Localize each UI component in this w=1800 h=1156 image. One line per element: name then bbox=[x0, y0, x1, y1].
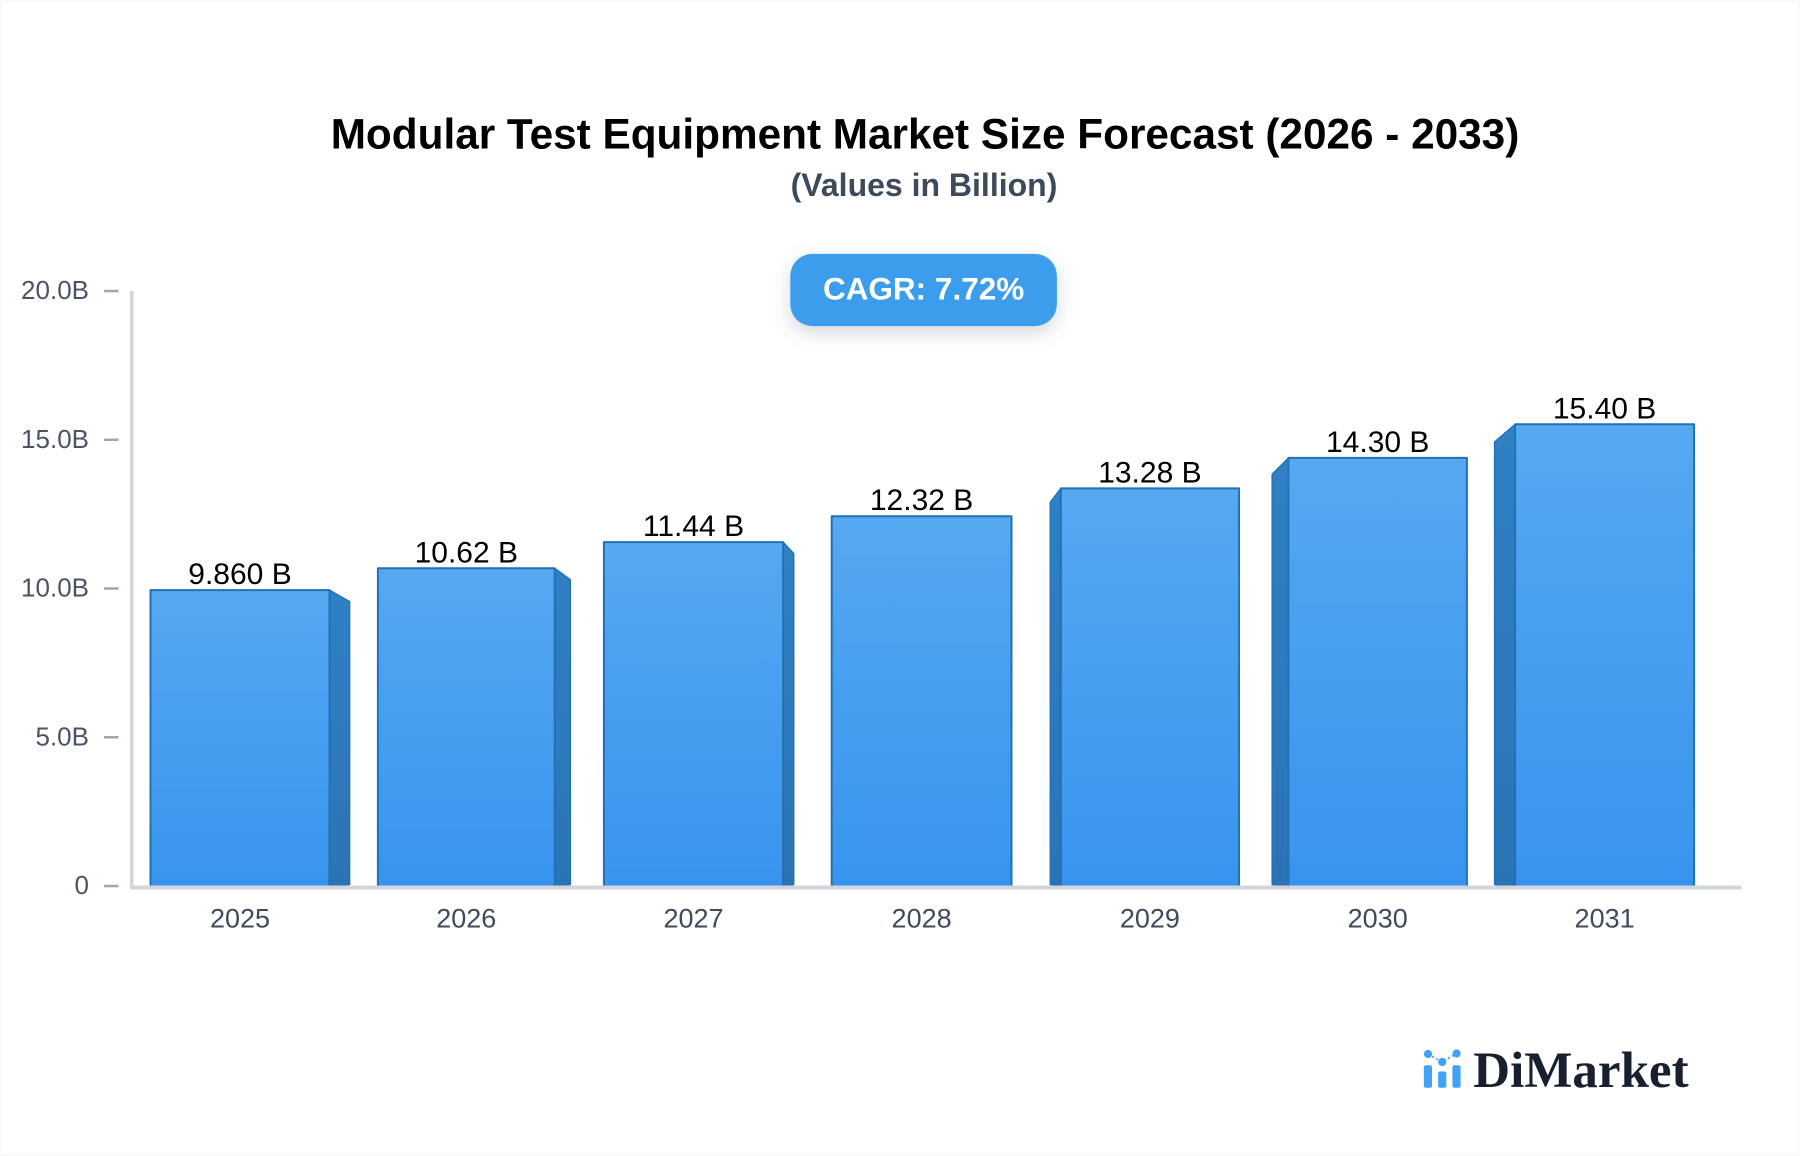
svg-text:2029: 2029 bbox=[1120, 903, 1180, 933]
svg-text:10.62 B: 10.62 B bbox=[415, 536, 518, 569]
svg-text:15.40 B: 15.40 B bbox=[1553, 392, 1656, 425]
svg-text:DiMarket: DiMarket bbox=[1473, 1043, 1688, 1099]
svg-text:5.0B: 5.0B bbox=[36, 721, 90, 751]
svg-text:2026: 2026 bbox=[436, 903, 496, 933]
svg-text:CAGR: 7.72%: CAGR: 7.72% bbox=[823, 271, 1024, 307]
svg-text:2027: 2027 bbox=[663, 903, 723, 933]
svg-text:(Values in Billion): (Values in Billion) bbox=[791, 167, 1058, 203]
svg-text:2031: 2031 bbox=[1575, 903, 1635, 933]
svg-text:20.0B: 20.0B bbox=[21, 275, 89, 305]
svg-text:2025: 2025 bbox=[210, 903, 270, 933]
svg-text:2030: 2030 bbox=[1348, 903, 1408, 933]
svg-text:2028: 2028 bbox=[892, 903, 952, 933]
svg-text:11.44 B: 11.44 B bbox=[643, 510, 744, 543]
svg-text:0: 0 bbox=[75, 870, 89, 900]
svg-text:Modular Test Equipment Market: Modular Test Equipment Market Size Forec… bbox=[331, 111, 1520, 158]
svg-text:10.0B: 10.0B bbox=[21, 573, 89, 603]
svg-text:14.30 B: 14.30 B bbox=[1326, 426, 1429, 459]
svg-text:15.0B: 15.0B bbox=[21, 424, 89, 454]
svg-text:13.28 B: 13.28 B bbox=[1098, 456, 1201, 489]
svg-text:12.32 B: 12.32 B bbox=[870, 484, 973, 517]
svg-text:9.860 B: 9.860 B bbox=[188, 558, 291, 591]
